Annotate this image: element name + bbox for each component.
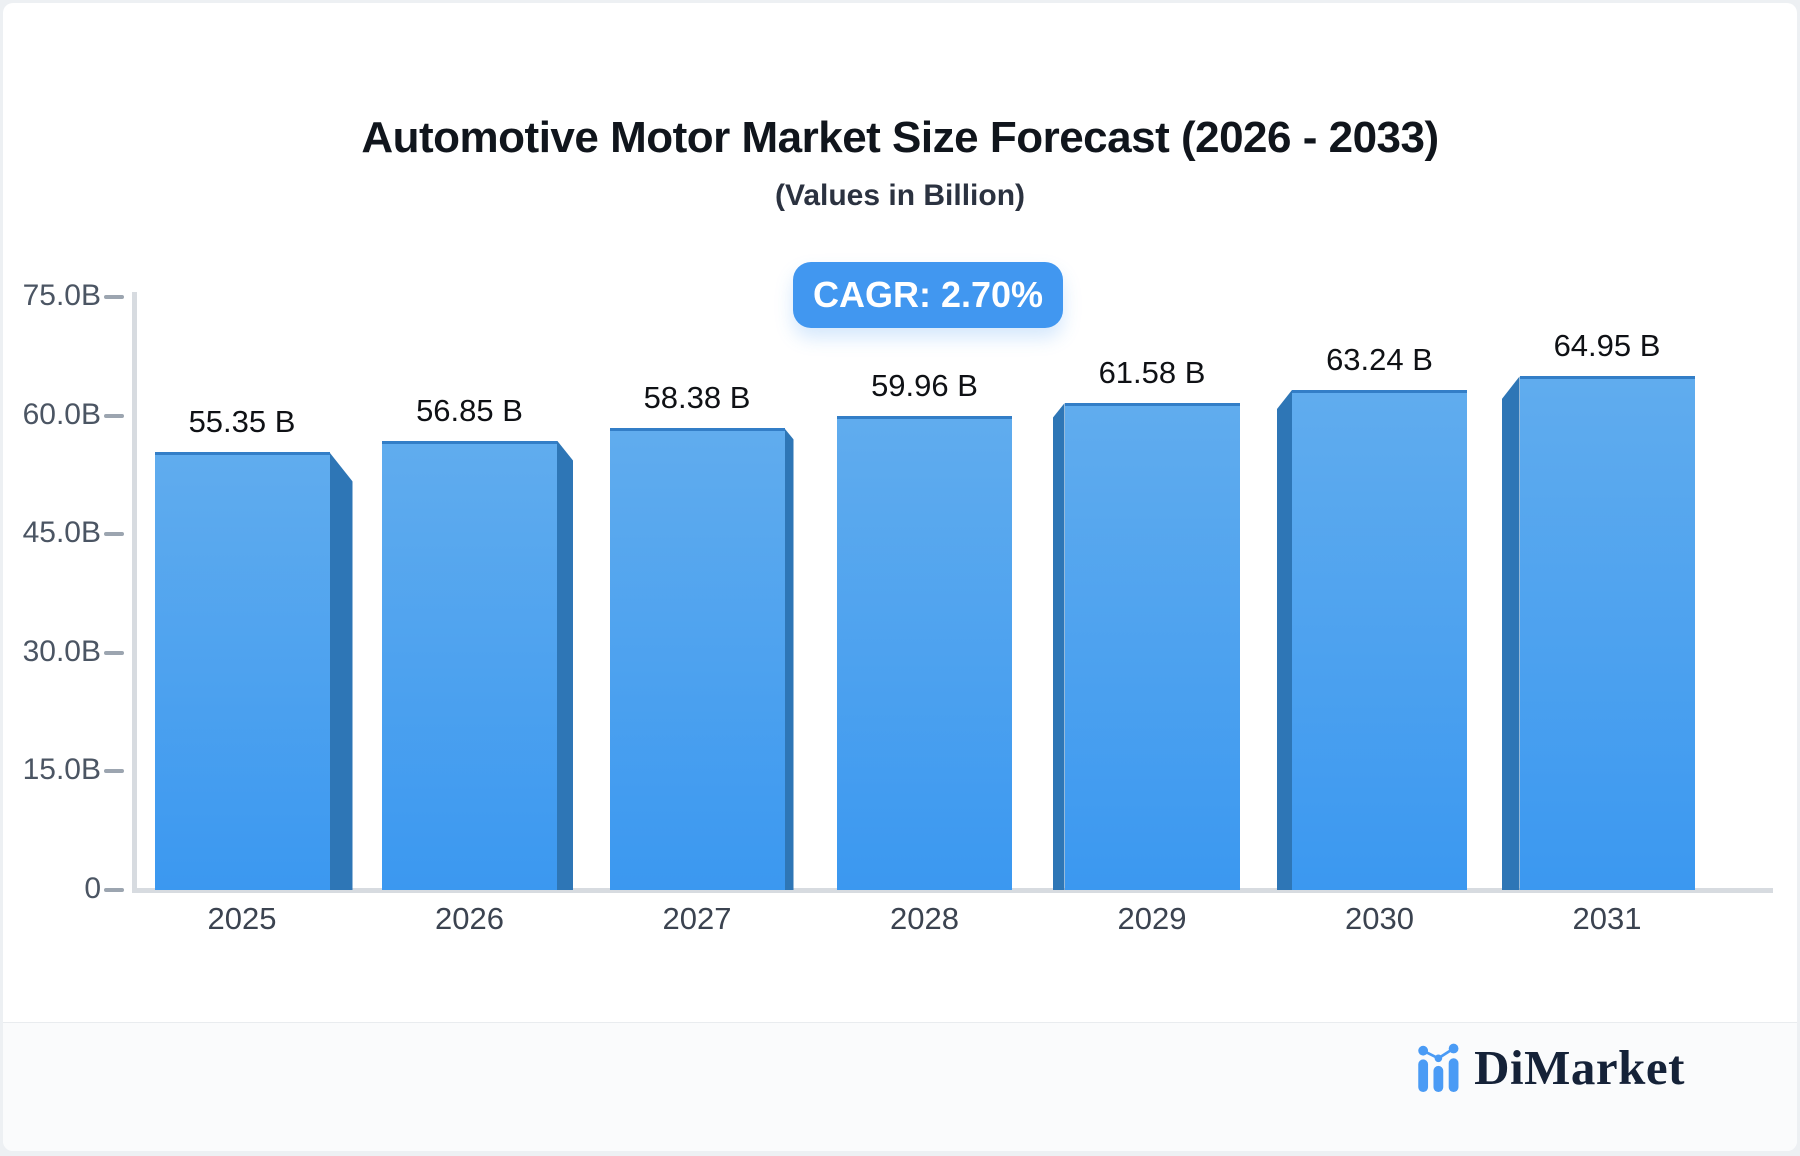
x-axis-label-2029: 2029 bbox=[1117, 901, 1187, 936]
bar-value-label: 59.96 B bbox=[871, 367, 978, 403]
bar-2027 bbox=[609, 428, 785, 890]
bar-side-face bbox=[329, 452, 353, 890]
bar-value-label: 55.35 B bbox=[188, 404, 296, 440]
x-axis-label-2031: 2031 bbox=[1572, 901, 1642, 936]
bar-value-label: 58.38 B bbox=[643, 380, 751, 416]
bar-value-label: 63.24 B bbox=[1326, 341, 1433, 377]
bar-2025 bbox=[154, 452, 330, 890]
y-axis-tick-mark bbox=[104, 295, 124, 299]
y-axis-tick-mark bbox=[104, 650, 124, 655]
cagr-badge: CAGR: 2.70% bbox=[793, 262, 1063, 328]
y-axis-tick-label: 75.0B bbox=[22, 279, 101, 312]
x-axis-label-2026: 2026 bbox=[435, 901, 504, 936]
y-axis-tick-label: 60.0B bbox=[22, 397, 101, 431]
x-axis-label-2028: 2028 bbox=[890, 901, 959, 936]
cagr-badge-label: CAGR: 2.70% bbox=[812, 274, 1044, 315]
bar-2026 bbox=[382, 440, 557, 890]
x-axis-label-2025: 2025 bbox=[207, 901, 277, 936]
y-axis-tick-label: 0 bbox=[84, 872, 101, 905]
y-axis-tick-mark bbox=[104, 413, 124, 418]
bar-2028 bbox=[837, 415, 1012, 890]
y-axis-line bbox=[132, 292, 137, 892]
bar-2031 bbox=[1519, 376, 1695, 890]
bar-value-label: 64.95 B bbox=[1553, 328, 1661, 364]
bar-value-label: 56.85 B bbox=[416, 392, 523, 428]
x-axis-label-2030: 2030 bbox=[1345, 901, 1414, 936]
y-axis-tick-mark bbox=[104, 532, 124, 537]
chart-subtitle: (Values in Billion) bbox=[774, 179, 1026, 212]
bar-side-face bbox=[1277, 389, 1292, 890]
x-axis-label-2027: 2027 bbox=[662, 901, 732, 936]
brand-logo-text: DiMarket bbox=[1474, 1039, 1685, 1095]
bar-2029 bbox=[1064, 403, 1240, 890]
bar-side-face bbox=[557, 440, 573, 890]
bar-chart-logo-icon bbox=[1418, 1043, 1459, 1092]
footer-band bbox=[3, 1022, 1797, 1151]
y-axis-tick-label: 15.0B bbox=[22, 753, 101, 787]
brand-logo: DiMarket bbox=[1418, 1035, 1685, 1099]
bar-side-face bbox=[1052, 403, 1065, 890]
bar-value-label: 61.58 B bbox=[1098, 355, 1206, 391]
bar-2030 bbox=[1292, 389, 1467, 890]
y-axis-tick-mark bbox=[104, 888, 124, 892]
x-axis-line bbox=[132, 888, 1773, 893]
y-axis-tick-label: 30.0B bbox=[22, 634, 101, 668]
y-axis-tick-mark bbox=[104, 769, 124, 774]
bar-side-face bbox=[784, 428, 794, 890]
chart-card: Automotive Motor Market Size Forecast (2… bbox=[3, 3, 1797, 1151]
chart-title: Automotive Motor Market Size Forecast (2… bbox=[361, 113, 1439, 162]
y-axis-tick-label: 45.0B bbox=[22, 516, 101, 550]
bar-side-face bbox=[1501, 376, 1520, 890]
